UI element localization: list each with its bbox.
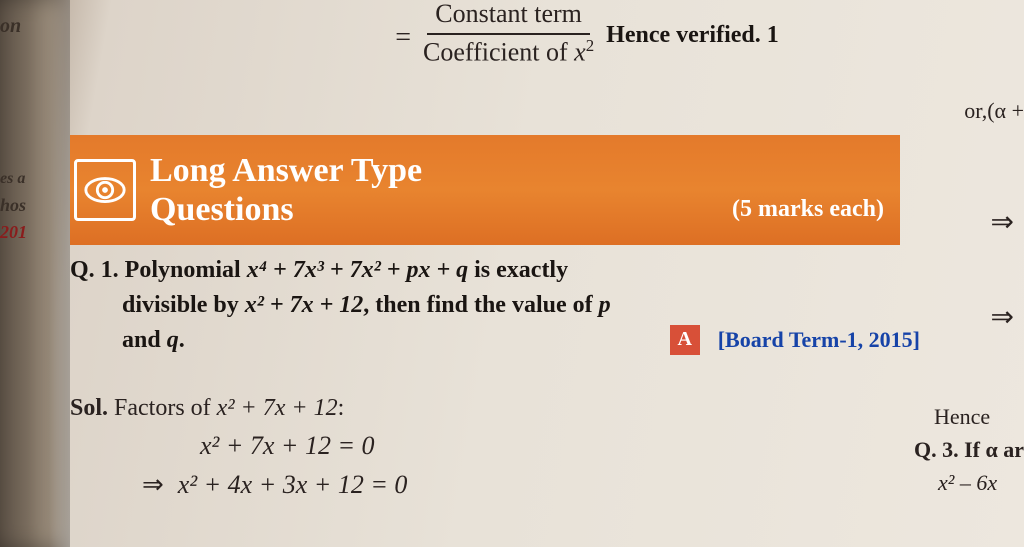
margin-text-on: on <box>0 15 21 38</box>
solution-label: Sol. <box>70 395 114 421</box>
denominator-var: x <box>574 37 586 66</box>
question-line-3: and q. A [Board Term-1, 2015] <box>70 323 920 358</box>
right-or-alpha: or,(α + <box>964 98 1024 124</box>
margin-text-2019: 201 <box>0 222 27 243</box>
question-text-3a: and <box>122 327 167 353</box>
banner-marks: (5 marks each) <box>732 196 884 229</box>
question-dot: . <box>179 327 185 353</box>
polynomial-2: x² + 7x + 12 <box>245 292 364 318</box>
question-block: Q. 1. Polynomial x⁴ + 7x³ + 7x² + px + q… <box>70 253 920 357</box>
solution-arrow: ⇒ <box>142 465 164 504</box>
var-p: p <box>599 292 611 318</box>
right-hence: Hence <box>914 400 1024 433</box>
fraction-denominator: Coefficient of x2 <box>423 35 594 67</box>
top-fraction-line: = Constant term Coefficient of x2 Hence … <box>70 0 1024 67</box>
denominator-exp: 2 <box>586 36 594 55</box>
right-x26x: x² – 6x <box>914 466 1024 499</box>
question-number: Q. 1. <box>70 257 125 283</box>
denominator-prefix: Coefficient of <box>423 37 574 66</box>
solution-block: Sol. Factors of x² + 7x + 12: x² + 7x + … <box>70 390 920 504</box>
right-q3: Q. 3. If α ar <box>914 433 1024 466</box>
margin-text-hos: hos <box>0 195 26 216</box>
banner-title-line1: Long Answer Type <box>150 151 884 190</box>
polynomial-1: x⁴ + 7x³ + 7x² + px + q <box>247 257 468 283</box>
question-line-1: Q. 1. Polynomial x⁴ + 7x³ + 7x² + px + q… <box>70 253 920 288</box>
equals-sign: = <box>395 0 411 54</box>
solution-intro-text: Factors of <box>114 395 217 421</box>
board-term: [Board Term-1, 2015] <box>718 324 920 356</box>
question-text-1b: is exactly <box>468 257 568 283</box>
banner-title-line2: Questions <box>150 190 294 229</box>
page-content: = Constant term Coefficient of x2 Hence … <box>70 0 1024 547</box>
question-text-1a: Polynomial <box>125 257 247 283</box>
section-banner: Long Answer Type Questions (5 marks each… <box>70 135 900 245</box>
margin-text-es: es a <box>0 170 25 188</box>
right-arrow-2: ⇒ <box>991 300 1014 334</box>
solution-factors: x² + 7x + 12 <box>217 395 338 421</box>
solution-eq2-line: ⇒ x² + 4x + 3x + 12 = 0 <box>70 465 920 504</box>
fraction: Constant term Coefficient of x2 <box>423 0 594 67</box>
solution-intro: Sol. Factors of x² + 7x + 12: <box>70 390 920 426</box>
eye-icon-svg <box>82 167 128 213</box>
right-column: Hence Q. 3. If α ar x² – 6x <box>914 400 1024 499</box>
solution-eq2: x² + 4x + 3x + 12 = 0 <box>178 465 408 504</box>
tag-a-badge: A <box>670 325 700 355</box>
solution-eq1: x² + 7x + 12 = 0 <box>70 426 920 465</box>
var-q: q <box>167 327 179 353</box>
question-text-2b: , then find the value of <box>363 292 598 318</box>
hence-verified: Hence verified. 1 <box>606 0 779 49</box>
page-spine <box>0 0 70 547</box>
question-text-2a: divisible by <box>122 292 245 318</box>
right-arrow-1: ⇒ <box>991 205 1014 239</box>
eye-icon <box>74 159 136 221</box>
solution-colon: : <box>338 395 345 421</box>
fraction-numerator: Constant term <box>427 0 590 35</box>
question-line-2: divisible by x² + 7x + 12, then find the… <box>70 288 920 323</box>
banner-text: Long Answer Type Questions (5 marks each… <box>150 151 884 229</box>
